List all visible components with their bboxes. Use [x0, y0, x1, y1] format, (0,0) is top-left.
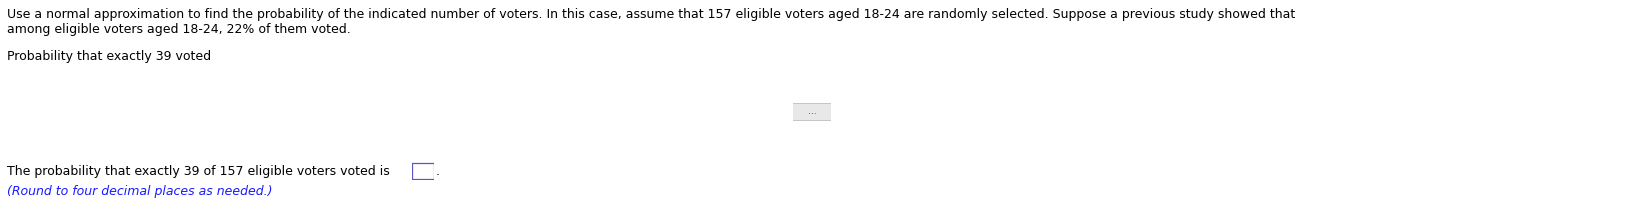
Text: Probability that exactly 39 voted: Probability that exactly 39 voted — [6, 50, 211, 63]
Text: The probability that exactly 39 of 157 eligible voters voted is: The probability that exactly 39 of 157 e… — [6, 165, 390, 178]
Text: .: . — [436, 165, 440, 178]
Text: Use a normal approximation to find the probability of the indicated number of vo: Use a normal approximation to find the p… — [6, 8, 1295, 21]
FancyBboxPatch shape — [791, 103, 832, 121]
Text: among eligible voters aged 18-24, 22% of them voted.: among eligible voters aged 18-24, 22% of… — [6, 23, 351, 36]
Text: (Round to four decimal places as needed.): (Round to four decimal places as needed.… — [6, 185, 273, 198]
Text: ...: ... — [808, 107, 816, 116]
